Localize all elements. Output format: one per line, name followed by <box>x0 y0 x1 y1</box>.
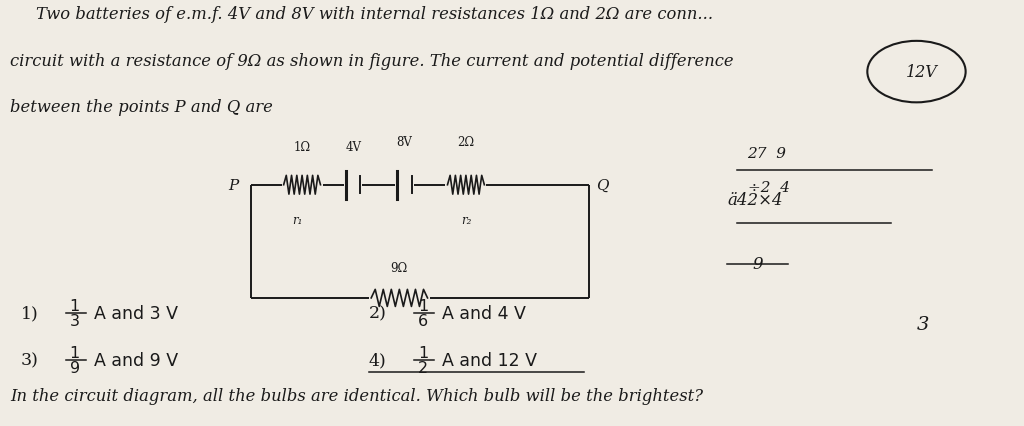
Text: 9: 9 <box>70 360 80 375</box>
Text: 3: 3 <box>70 313 80 328</box>
Text: 2: 2 <box>418 360 428 375</box>
Text: circuit with a resistance of 9Ω as shown in figure. The current and potential di: circuit with a resistance of 9Ω as shown… <box>10 53 734 70</box>
Text: 8V: 8V <box>396 136 413 149</box>
Text: ÷2  4: ÷2 4 <box>748 181 790 194</box>
Text: 9: 9 <box>753 256 763 273</box>
Text: 2): 2) <box>369 305 386 322</box>
Text: A and 3 V: A and 3 V <box>94 304 178 322</box>
Text: 1: 1 <box>418 298 428 314</box>
Text: 12V: 12V <box>905 64 938 81</box>
Text: 1: 1 <box>70 298 80 314</box>
Text: 9Ω: 9Ω <box>391 262 408 275</box>
Text: 27  9: 27 9 <box>748 147 786 160</box>
Text: 1): 1) <box>20 305 38 322</box>
Text: between the points P and Q are: between the points P and Q are <box>10 99 273 116</box>
Text: 3): 3) <box>20 351 38 368</box>
Text: r₁: r₁ <box>292 213 302 226</box>
Text: 1Ω: 1Ω <box>294 141 310 153</box>
Text: 4V: 4V <box>345 141 361 153</box>
Text: 1: 1 <box>70 345 80 360</box>
Text: r₂: r₂ <box>461 213 471 226</box>
Text: 6: 6 <box>418 313 428 328</box>
Text: A and 9 V: A and 9 V <box>94 351 178 369</box>
Text: Two batteries of e.m.f. 4V and 8V with internal resistances 1Ω and 2Ω are conn..: Two batteries of e.m.f. 4V and 8V with i… <box>36 6 713 23</box>
Text: 4): 4) <box>369 351 386 368</box>
Text: ä42×4: ä42×4 <box>727 192 782 209</box>
Text: Q: Q <box>596 178 608 192</box>
Text: A and 4 V: A and 4 V <box>442 304 526 322</box>
Text: 1: 1 <box>418 345 428 360</box>
Text: In the circuit diagram, all the bulbs are identical. Which bulb will be the brig: In the circuit diagram, all the bulbs ar… <box>10 387 703 404</box>
Text: 3: 3 <box>916 315 929 333</box>
Text: A and 12 V: A and 12 V <box>442 351 538 369</box>
Text: 2Ω: 2Ω <box>458 136 474 149</box>
Text: P: P <box>228 178 239 192</box>
